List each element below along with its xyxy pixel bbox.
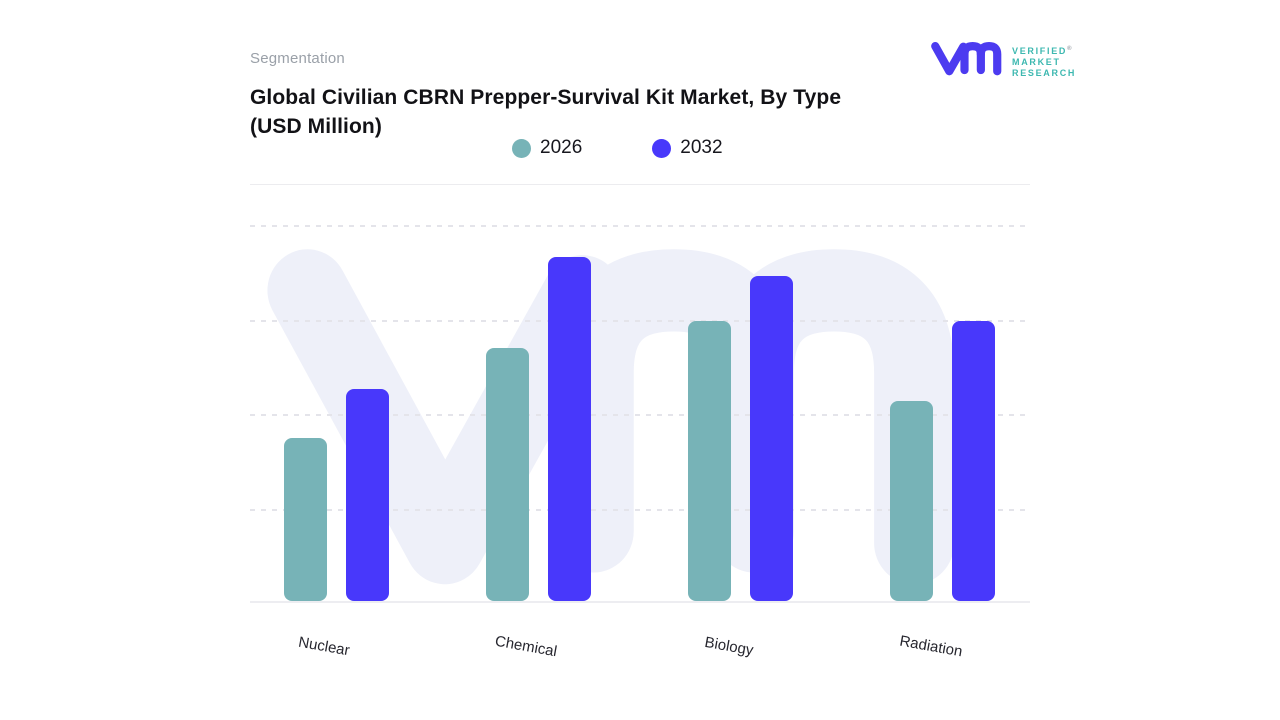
category-label-radiation: Radiation (898, 632, 964, 661)
legend-item-2032[interactable]: 2032 (652, 137, 723, 159)
brand-line-market: MARKET (1012, 57, 1061, 67)
legend-label-2032: 2032 (680, 137, 723, 158)
gridline (250, 508, 1030, 511)
plot-area (250, 225, 1030, 603)
registered-mark: ® (1067, 46, 1072, 52)
legend-label-2026: 2026 (540, 137, 583, 158)
bar-2032-radiation[interactable] (952, 321, 996, 601)
bar-2026-radiation[interactable] (890, 400, 934, 601)
gridline (250, 225, 1030, 227)
bar-2026-biology[interactable] (688, 321, 732, 601)
legend-dot-2026 (512, 138, 531, 158)
bar-2032-biology[interactable] (750, 275, 794, 601)
title-line-2: (USD Million) (250, 115, 382, 138)
legend-item-2026[interactable]: 2026 (512, 137, 582, 159)
category-label-chemical: Chemical (494, 632, 559, 661)
brand-name: VERIFIED® MARKET RESEARCH (1012, 44, 1076, 79)
header-separator (250, 184, 1030, 185)
category-label-nuclear: Nuclear (297, 633, 351, 660)
brand-logo: VERIFIED® MARKET RESEARCH (930, 36, 1076, 79)
bar-2026-chemical[interactable] (485, 347, 529, 601)
gridline (250, 319, 1030, 322)
gridline (250, 414, 1030, 416)
brand-line-verified: VERIFIED (1012, 46, 1068, 56)
bar-2026-nuclear[interactable] (283, 438, 327, 601)
bar-2032-chemical[interactable] (547, 257, 591, 601)
title-line-1: Global Civilian CBRN Prepper-Survival Ki… (250, 86, 842, 109)
category-label-biology: Biology (702, 633, 755, 660)
vmr-logo-icon (931, 42, 1002, 76)
legend: 2026 2032 (512, 137, 723, 159)
legend-dot-2032 (652, 138, 672, 158)
eyebrow-label: Segmentation (250, 50, 345, 67)
x-axis-labels: Nuclear Chemical Biology Radiation (250, 630, 1030, 690)
brand-line-research: RESEARCH (1012, 68, 1077, 78)
bar-2032-nuclear[interactable] (345, 389, 389, 601)
page-title: Global Civilian CBRN Prepper-Survival Ki… (250, 83, 950, 141)
